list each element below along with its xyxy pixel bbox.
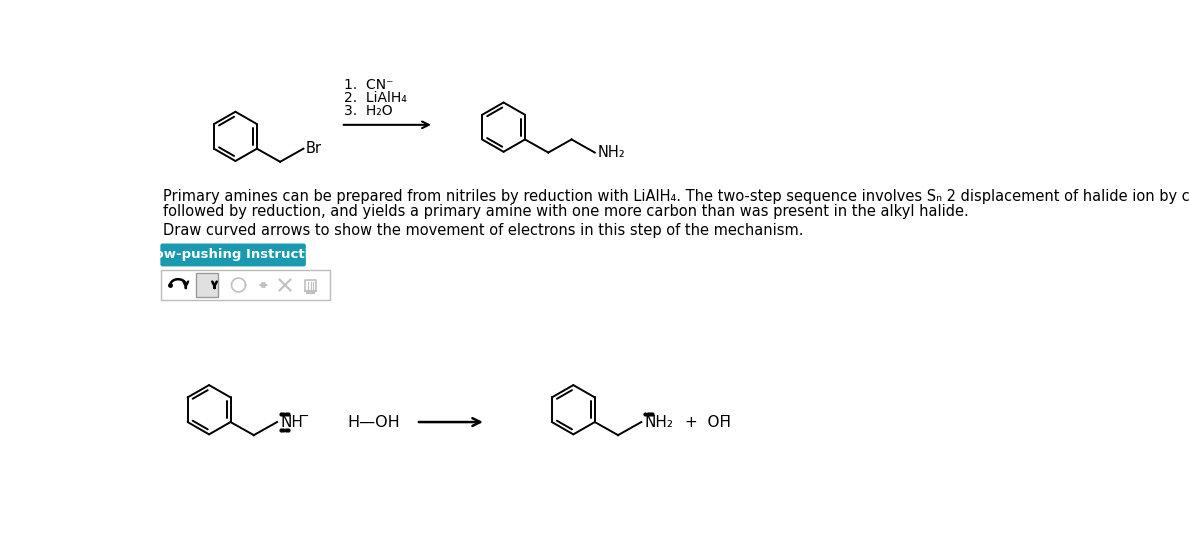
Text: 2.  LiAlH₄: 2. LiAlH₄ — [344, 91, 407, 105]
Text: Br: Br — [306, 141, 322, 156]
Text: Draw curved arrows to show the movement of electrons in this step of the mechani: Draw curved arrows to show the movement … — [163, 222, 803, 238]
Text: NH₂: NH₂ — [644, 415, 673, 429]
Text: NH: NH — [281, 415, 303, 429]
Text: −: − — [298, 410, 309, 423]
Text: Arrow-pushing Instructions: Arrow-pushing Instructions — [131, 248, 335, 262]
Text: 3.  H₂O: 3. H₂O — [344, 104, 392, 118]
Text: 1.  CN⁻: 1. CN⁻ — [344, 78, 394, 92]
Text: followed by reduction, and yields a primary amine with one more carbon than was : followed by reduction, and yields a prim… — [163, 204, 968, 219]
FancyBboxPatch shape — [196, 273, 218, 297]
Text: −: − — [719, 410, 730, 423]
Text: Primary amines can be prepared from nitriles by reduction with LiAlH₄. The two-s: Primary amines can be prepared from nitr… — [163, 189, 1189, 203]
Text: +  OH: + OH — [685, 415, 731, 429]
FancyBboxPatch shape — [161, 271, 331, 300]
Text: H—OH: H—OH — [347, 415, 400, 429]
FancyBboxPatch shape — [161, 244, 306, 266]
Text: NH₂: NH₂ — [597, 145, 625, 160]
